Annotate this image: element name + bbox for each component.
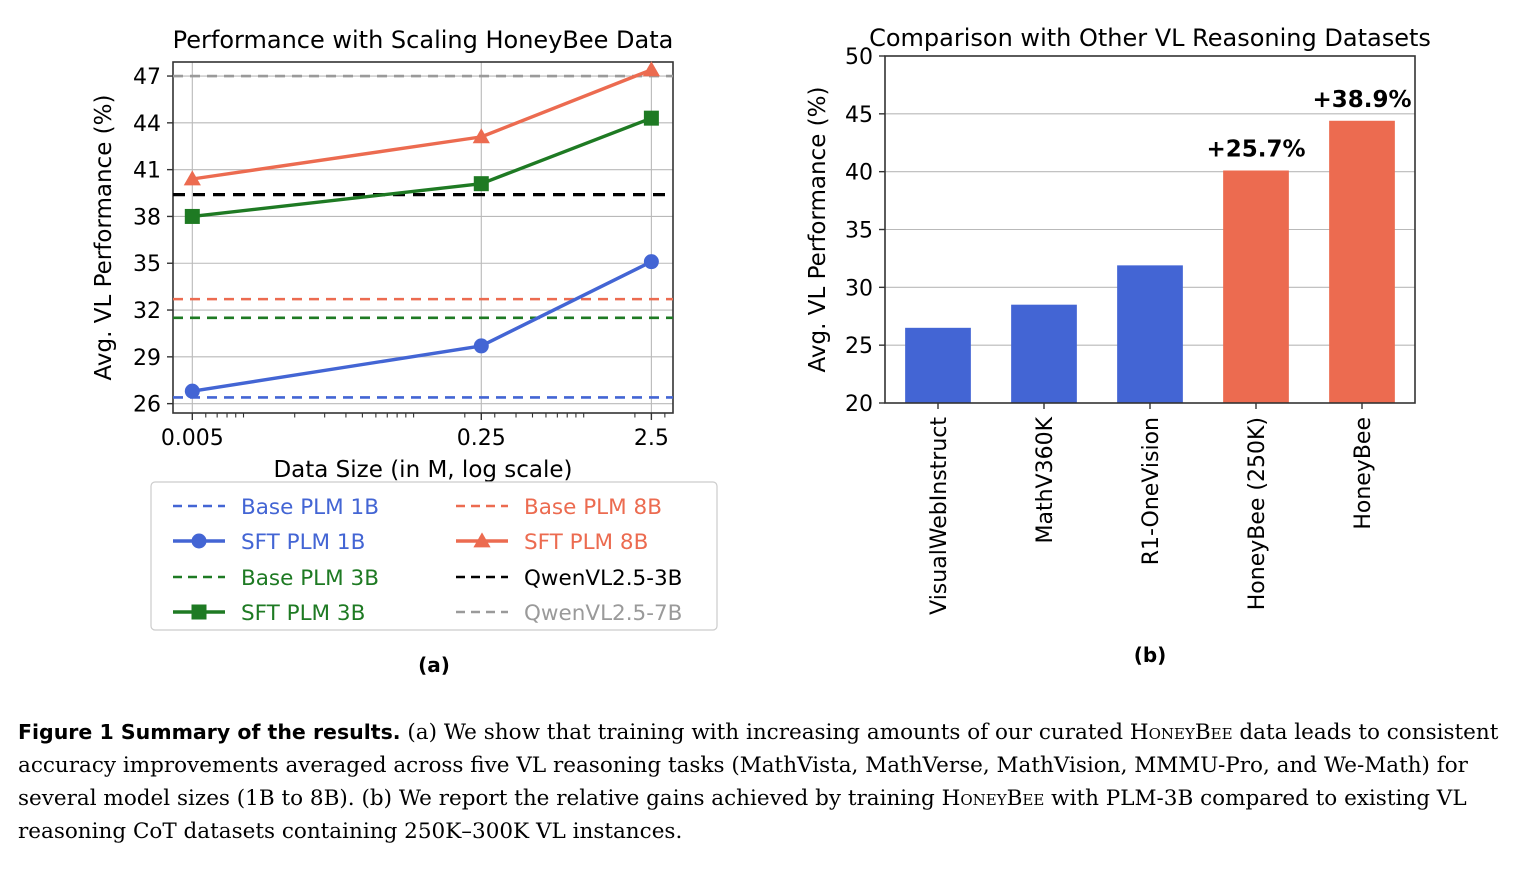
bar-honeybee[interactable] bbox=[1329, 120, 1395, 404]
chart-panel-b: Comparison with Other VL Reasoning Datas… bbox=[760, 0, 1522, 700]
panel-a-yaxis-title: Avg. VL Performance (%) bbox=[91, 95, 117, 381]
panel-b-sublabel: (b) bbox=[1134, 643, 1167, 667]
panel-a-xaxis-title: Data Size (in M, log scale) bbox=[273, 457, 572, 483]
bar-annotation-3: +25.7% bbox=[1206, 137, 1305, 163]
ytick-label: 26 bbox=[133, 393, 161, 418]
legend-label: Base PLM 8B bbox=[524, 495, 662, 520]
legend-label: Base PLM 3B bbox=[241, 566, 379, 591]
marker-circle bbox=[473, 338, 489, 354]
legend-item-qwenvl2-5-3b[interactable]: QwenVL2.5-3B bbox=[456, 566, 682, 591]
honeybee-name: HoneyBee bbox=[941, 786, 1045, 811]
legend-item-base-plm-3b[interactable]: Base PLM 3B bbox=[173, 566, 379, 591]
legend-label: QwenVL2.5-3B bbox=[524, 566, 682, 591]
bar-honeybee-250k-[interactable] bbox=[1223, 170, 1289, 403]
ytick-label: 32 bbox=[133, 299, 161, 324]
legend-marker-circle bbox=[191, 533, 207, 549]
ytick-label-b: 25 bbox=[845, 334, 873, 359]
caption-body: (a) We show that training with increasin… bbox=[18, 720, 1499, 844]
honeybee-name: HoneyBee bbox=[1129, 720, 1233, 745]
ytick-label: 44 bbox=[133, 112, 161, 137]
bar-category-label-0: VisualWebInstruct bbox=[927, 417, 952, 615]
ytick-label-b: 20 bbox=[845, 392, 873, 417]
legend-label: SFT PLM 1B bbox=[241, 530, 365, 555]
legend-item-base-plm-8b[interactable]: Base PLM 8B bbox=[456, 495, 662, 520]
ytick-label-b: 30 bbox=[845, 276, 873, 301]
xtick-label: 0.25 bbox=[457, 426, 506, 451]
dataset-comparison-bar-chart: Comparison with Other VL Reasoning Datas… bbox=[805, 24, 1431, 667]
figure-caption: Figure 1 Summary of the results. (a) We … bbox=[18, 716, 1508, 848]
bar-category-label-2: R1-OneVision bbox=[1139, 417, 1164, 565]
marker-triangle bbox=[472, 128, 490, 144]
legend-label: SFT PLM 3B bbox=[241, 601, 365, 626]
legend-marker-triangle bbox=[473, 532, 491, 548]
ytick-label: 38 bbox=[133, 205, 161, 230]
legend-item-sft-plm-3b[interactable]: SFT PLM 3B bbox=[173, 601, 365, 626]
ytick-label: 41 bbox=[133, 159, 161, 184]
panel-a-plot-frame bbox=[172, 61, 674, 414]
panel-a-sublabel: (a) bbox=[418, 653, 450, 677]
bar-category-label-3: HoneyBee (250K) bbox=[1245, 417, 1270, 610]
legend-item-base-plm-1b[interactable]: Base PLM 1B bbox=[173, 495, 379, 520]
marker-square bbox=[643, 110, 659, 126]
bar-category-label-4: HoneyBee bbox=[1351, 417, 1376, 530]
ytick-label-b: 40 bbox=[845, 161, 873, 186]
bar-annotation-4: +38.9% bbox=[1312, 87, 1411, 113]
legend-item-qwenvl2-5-7b[interactable]: QwenVL2.5-7B bbox=[456, 601, 682, 626]
panel-a-title: Performance with Scaling HoneyBee Data bbox=[173, 26, 674, 54]
ytick-label-b: 35 bbox=[845, 219, 873, 244]
chart-panel-a: Performance with Scaling HoneyBee Data 26… bbox=[0, 0, 760, 700]
legend-marker-square bbox=[191, 604, 207, 620]
marker-circle bbox=[643, 254, 659, 270]
series-line-sft-plm-8b bbox=[190, 68, 654, 181]
panel-a-legend bbox=[150, 481, 718, 631]
ytick-label: 47 bbox=[133, 65, 161, 90]
bar-visualwebinstruct[interactable] bbox=[905, 327, 971, 403]
xtick-label: 2.5 bbox=[634, 426, 669, 451]
ytick-label: 29 bbox=[133, 346, 161, 371]
marker-square bbox=[184, 208, 200, 224]
series-line-sft-plm-1b bbox=[190, 259, 654, 393]
marker-triangle bbox=[642, 61, 660, 77]
panel-b-yaxis-title: Avg. VL Performance (%) bbox=[805, 87, 831, 373]
bar-mathv360k[interactable] bbox=[1011, 304, 1077, 403]
marker-triangle bbox=[183, 170, 201, 186]
marker-circle bbox=[184, 383, 200, 399]
legend-label: SFT PLM 8B bbox=[524, 530, 648, 555]
caption-bold-lead: Figure 1 Summary of the results. bbox=[18, 720, 401, 744]
legend-item-sft-plm-1b[interactable]: SFT PLM 1B bbox=[173, 530, 365, 555]
ytick-label-b: 45 bbox=[845, 103, 873, 128]
marker-square bbox=[473, 176, 489, 192]
panel-b-title: Comparison with Other VL Reasoning Datas… bbox=[869, 24, 1431, 52]
xtick-label: 0.005 bbox=[161, 426, 224, 451]
bar-r1-onevision[interactable] bbox=[1117, 265, 1183, 403]
bar-category-label-1: MathV360K bbox=[1033, 416, 1058, 543]
legend-label: Base PLM 1B bbox=[241, 495, 379, 520]
ytick-label: 35 bbox=[133, 252, 161, 277]
legend-item-sft-plm-8b[interactable]: SFT PLM 8B bbox=[456, 530, 648, 555]
ytick-label-b: 50 bbox=[845, 45, 873, 70]
legend-label: QwenVL2.5-7B bbox=[524, 601, 682, 626]
scaling-line-chart: Performance with Scaling HoneyBee Data 26… bbox=[91, 26, 718, 677]
